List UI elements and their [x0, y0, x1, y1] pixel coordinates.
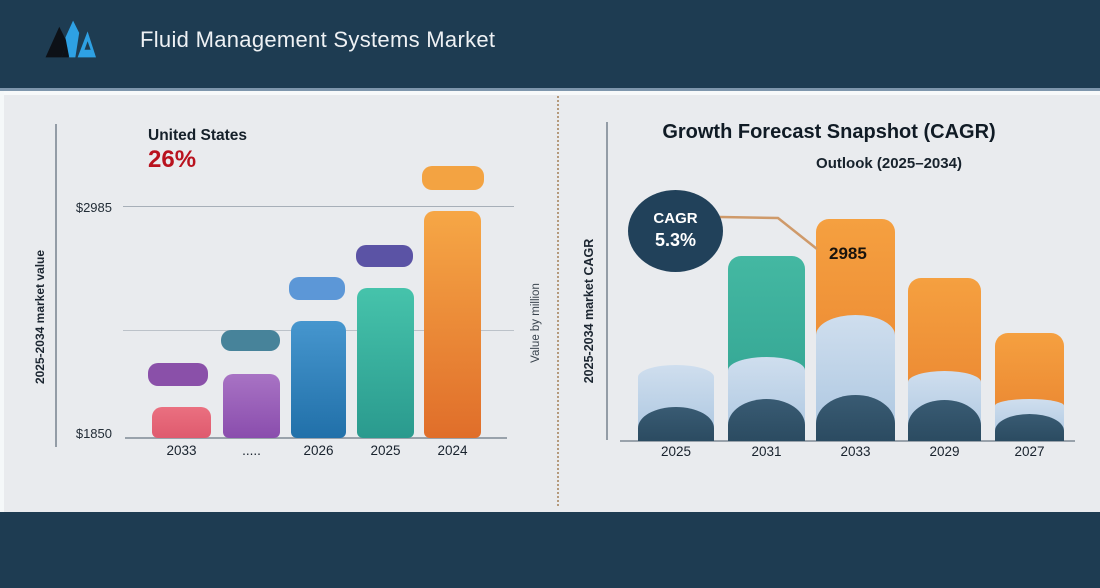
bar-2033-navy-segment [816, 395, 895, 441]
x-axis-label-.....: ..... [242, 443, 261, 458]
bar-2031-navy-segment [728, 399, 805, 441]
bar-2029-navy-segment [908, 400, 981, 441]
bar-2025 [357, 288, 414, 438]
footer-bar: @ All Market Analysis Snapshot GlobalFlu… [0, 512, 1100, 588]
x-axis-label-2033: 2033 [840, 444, 871, 459]
right-chart-subtitle: Outlook (2025–2034) [816, 155, 962, 172]
x-axis-label-2026: 2026 [303, 443, 334, 458]
right-y-axis-line [606, 122, 608, 440]
bar-cap-2026 [289, 277, 345, 300]
ama-logo-icon [45, 20, 96, 58]
x-axis-label-2033: 2033 [166, 443, 197, 458]
right-chart-title: Growth Forecast Snapshot (CAGR) [662, 121, 996, 143]
left-y-axis-line [55, 124, 57, 447]
right-x-axis-line [620, 440, 1075, 442]
bar-2025-navy-segment [638, 407, 714, 441]
bar-2024 [424, 211, 481, 438]
y-tick-bottom: $1850 [75, 426, 112, 441]
bar-2027-navy-segment [995, 414, 1064, 441]
y-tick-top: $2985 [75, 200, 112, 215]
cagr-badge: CAGR 5.3% [628, 190, 723, 272]
gridline-2985 [123, 206, 514, 207]
panel-top-edge [0, 91, 1100, 95]
growth-percent-value: 26% [148, 146, 197, 173]
region-label: United States [148, 127, 248, 144]
bar-cap-2033 [148, 363, 208, 386]
bar-2026 [291, 321, 346, 438]
peak-value-callout: 2985 [829, 244, 867, 263]
cagr-badge-label: CAGR [653, 210, 698, 228]
chart-separator [557, 96, 559, 506]
left-x-axis-line [125, 437, 507, 439]
bar-cap-2024 [422, 166, 484, 190]
cagr-badge-value: 5.3% [654, 230, 697, 251]
header-bar: Fluid Management Systems Market [0, 0, 1100, 91]
page-title: Fluid Management Systems Market [140, 27, 496, 52]
bar-cap-2025 [356, 245, 413, 267]
bar-cap-..... [221, 330, 280, 351]
panel-left-edge [0, 91, 4, 512]
x-axis-label-2031: 2031 [751, 444, 782, 459]
x-axis-label-2027: 2027 [1014, 444, 1045, 459]
x-axis-label-2029: 2029 [929, 444, 960, 459]
x-axis-label-2025: 2025 [370, 443, 401, 458]
bar-2033 [152, 407, 211, 438]
x-axis-label-2025: 2025 [660, 444, 692, 459]
x-axis-label-2024: 2024 [437, 443, 468, 458]
bar-..... [223, 374, 280, 438]
